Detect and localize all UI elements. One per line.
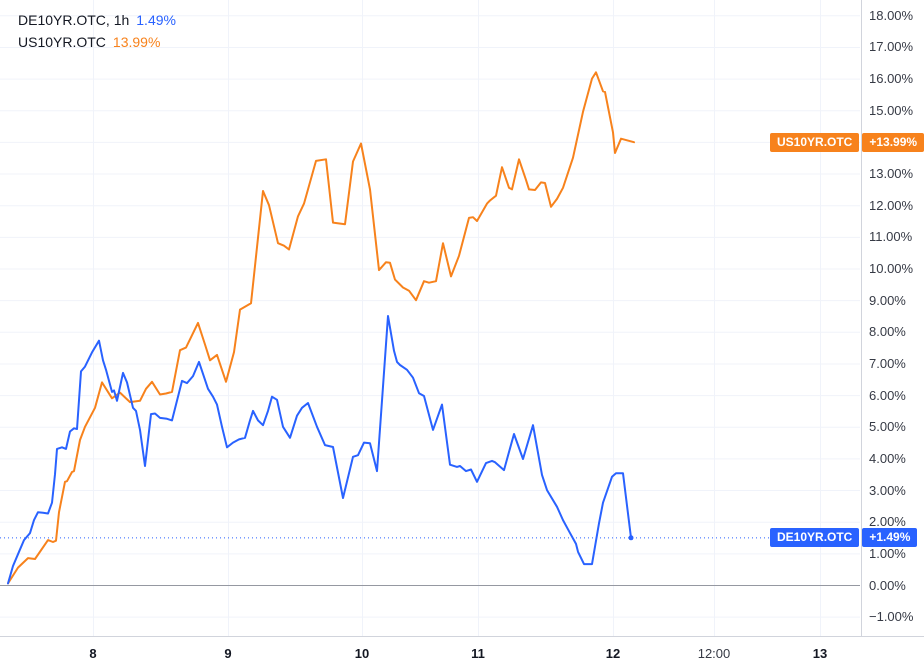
price-label-de10yr: DE10YR.OTC +1.49% [770,528,918,548]
y-axis-label: 7.00% [869,355,906,371]
price-label-us10yr: US10YR.OTC +13.99% [770,132,924,152]
price-label-us10yr-value: +13.99% [862,132,924,152]
x-axis-label: 10 [354,646,370,661]
y-axis-label: 1.00% [869,545,906,561]
y-axis-label: 10.00% [869,261,914,276]
y-axis-label: 15.00% [869,102,914,118]
y-axis-label: 3.00% [869,482,906,498]
y-axis-label: 9.00% [869,292,906,308]
y-axis-label: −1.00% [869,609,914,625]
x-axis-label: 13 [812,646,828,661]
y-axis-label: 2.00% [869,514,906,530]
price-label-us10yr-symbol: US10YR.OTC [770,132,860,152]
y-axis-label: 0.00% [869,577,906,593]
y-axis-label: 12.00% [869,197,914,213]
price-label-de10yr-symbol: DE10YR.OTC [770,528,860,548]
y-axis-label: 8.00% [869,324,906,340]
x-axis-label: 11 [471,646,485,661]
y-axis-label: 11.00% [869,229,913,245]
x-axis-label: 9 [224,646,232,661]
y-axis-label: 13.00% [869,166,914,182]
x-axis-label: 8 [89,646,97,661]
y-axis-label: 4.00% [869,450,906,466]
x-axis-label: 12:00 [697,646,731,661]
legend-item-de10yr[interactable]: DE10YR.OTC, 1h 1.49% [18,9,176,31]
chart-legend: DE10YR.OTC, 1h 1.49% US10YR.OTC 13.99% [18,9,176,53]
y-axis-label: 17.00% [869,39,914,55]
y-axis-label: 5.00% [869,419,906,435]
legend-symbol-us10yr: US10YR.OTC [18,34,106,50]
y-axis-label: 6.00% [869,387,906,403]
legend-value-us10yr: 13.99% [112,34,161,50]
y-axis-label: 16.00% [869,71,914,87]
legend-item-us10yr[interactable]: US10YR.OTC 13.99% [18,31,176,53]
legend-value-de10yr: 1.49% [136,12,176,28]
price-label-de10yr-value: +1.49% [862,528,918,548]
time-axis[interactable]: 8 9 10 11 12 12:00 13 [0,636,924,671]
legend-symbol-de10yr: DE10YR.OTC, 1h [18,12,130,28]
y-axis-label: 18.00% [869,7,914,23]
x-axis-label: 12 [605,646,621,661]
